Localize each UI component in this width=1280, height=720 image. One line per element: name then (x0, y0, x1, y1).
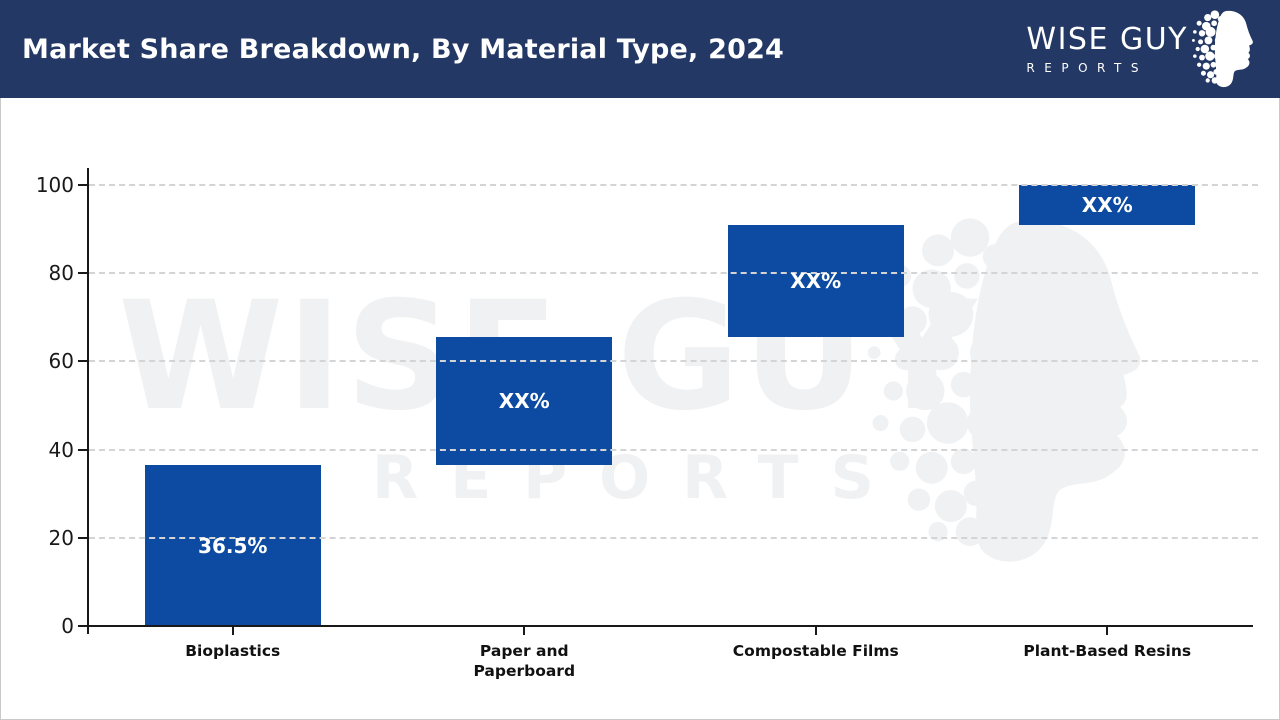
x-axis-category-label: Compostable Films (732, 642, 899, 660)
bar-segment (727, 224, 904, 338)
x-tick-mark (814, 627, 817, 635)
wise-guy-logo: WISE GUY REPORTS (1026, 9, 1258, 89)
logo-subtitle: REPORTS (1026, 60, 1148, 75)
x-tick-mark (523, 627, 526, 635)
chart-title: Market Share Breakdown, By Material Type… (22, 33, 785, 65)
bar-value-label: XX% (498, 389, 550, 414)
y-tick-mark (78, 184, 87, 186)
bar-value-label: XX% (1081, 192, 1133, 217)
y-tick-label: 40 (48, 437, 74, 462)
bar-segment (144, 465, 321, 626)
header-band: Market Share Breakdown, By Material Type… (0, 0, 1280, 98)
x-axis-line (87, 625, 1253, 627)
bar-segment (436, 337, 613, 466)
bar-value-label: XX% (790, 268, 842, 293)
x-axis-category-label: Paper and Paperboard (473, 642, 576, 681)
y-tick-label: 20 (48, 525, 74, 550)
bar-value-label: 36.5% (198, 533, 268, 558)
x-tick-mark (1106, 627, 1109, 635)
y-tick-label: 80 (48, 261, 74, 286)
y-tick-label: 100 (35, 173, 74, 197)
y-gridline (89, 360, 1258, 363)
y-gridline (89, 184, 1258, 186)
y-tick-label: 60 (48, 349, 74, 374)
y-tick-mark (78, 536, 87, 539)
y-tick-label: 0 (61, 614, 74, 638)
x-axis-category-label: Bioplastics (185, 642, 281, 660)
y-gridline (89, 448, 1258, 451)
y-tick-mark (78, 625, 87, 627)
y-tick-mark (78, 448, 87, 451)
y-tick-mark (78, 360, 87, 363)
bar-segment (1019, 185, 1196, 225)
logo-wordmark: WISE GUY (1026, 21, 1188, 57)
x-axis-category-label: Plant-Based Resins (1023, 642, 1192, 660)
y-gridline (89, 536, 1258, 539)
y-gridline (89, 272, 1258, 275)
y-tick-mark (78, 272, 87, 275)
x-tick-mark (231, 627, 234, 635)
y-axis-line (87, 168, 89, 634)
